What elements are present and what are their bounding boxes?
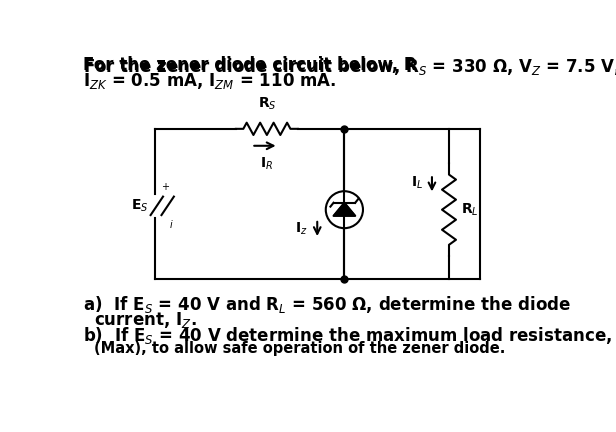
Text: (Max), to allow safe operation of the zener diode.: (Max), to allow safe operation of the ze…: [94, 340, 505, 356]
Text: For the zener diode circuit below, R: For the zener diode circuit below, R: [83, 56, 417, 74]
Text: I$_z$: I$_z$: [295, 221, 308, 237]
Text: +: +: [161, 182, 169, 192]
Text: I$_{ZK}$ = 0.5 mA, I$_{ZM}$ = 110 mA.: I$_{ZK}$ = 0.5 mA, I$_{ZM}$ = 110 mA.: [83, 71, 336, 91]
Text: For the zener diode circuit below, R$_S$ = 330 Ω, V$_Z$ = 7.5 V,: For the zener diode circuit below, R$_S$…: [83, 56, 616, 77]
Text: I$_R$: I$_R$: [261, 156, 274, 172]
Text: a)  If E$_S$ = 40 V and R$_L$ = 560 Ω, determine the diode: a) If E$_S$ = 40 V and R$_L$ = 560 Ω, de…: [83, 294, 571, 315]
Text: b)  If E$_S$ = 40 V determine the maximum load resistance, R$_L$: b) If E$_S$ = 40 V determine the maximum…: [83, 325, 616, 346]
Text: i: i: [170, 220, 172, 230]
Text: I$_L$: I$_L$: [410, 175, 423, 191]
Text: current, I$_Z$.: current, I$_Z$.: [94, 310, 197, 330]
Text: E$_S$: E$_S$: [131, 198, 148, 214]
Text: R$_S$: R$_S$: [257, 95, 276, 112]
Polygon shape: [333, 203, 355, 216]
Text: R$_L$: R$_L$: [461, 201, 479, 218]
